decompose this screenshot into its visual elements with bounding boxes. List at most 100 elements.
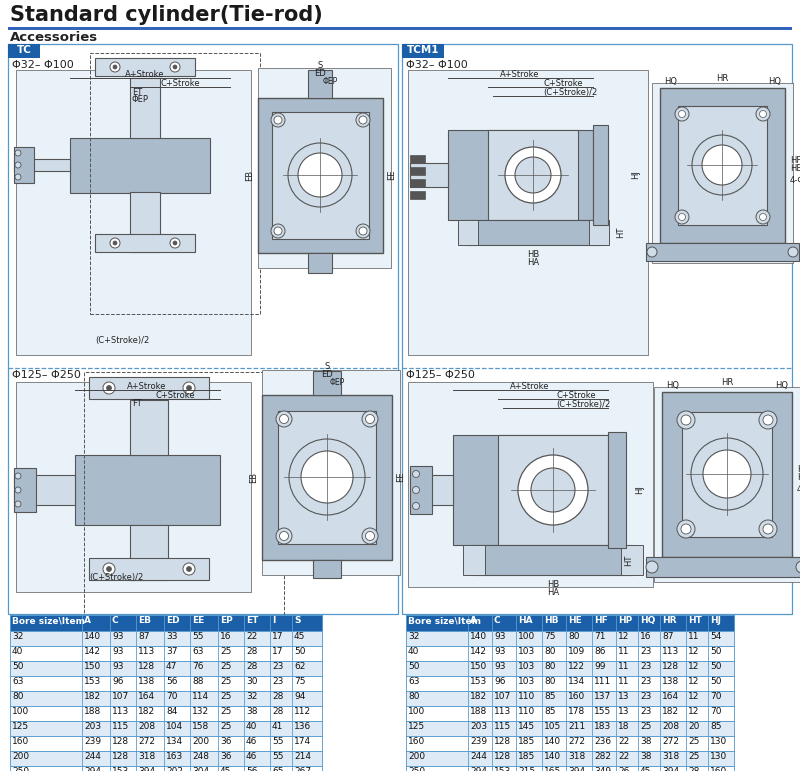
Text: 394: 394: [662, 767, 679, 771]
Circle shape: [15, 473, 21, 479]
Circle shape: [366, 415, 374, 423]
Bar: [406, 676, 734, 691]
Text: 40: 40: [408, 647, 419, 656]
Text: 45: 45: [294, 632, 306, 641]
Text: 50: 50: [710, 677, 722, 686]
Bar: [16, 70, 251, 355]
Text: HF: HF: [790, 156, 800, 165]
Bar: [190, 676, 218, 691]
Bar: [660, 631, 686, 646]
Circle shape: [186, 567, 191, 571]
Text: 140: 140: [84, 632, 101, 641]
Text: 110: 110: [518, 692, 535, 701]
Text: 100: 100: [408, 707, 426, 716]
Circle shape: [186, 386, 191, 390]
Circle shape: [531, 468, 575, 512]
Bar: [130, 400, 168, 455]
Bar: [14, 147, 34, 183]
Circle shape: [366, 531, 374, 540]
Text: A+Stroke: A+Stroke: [126, 70, 165, 79]
Text: 203: 203: [470, 722, 487, 731]
Bar: [10, 751, 322, 766]
Bar: [164, 766, 190, 771]
Bar: [164, 721, 190, 736]
Text: 128: 128: [662, 662, 679, 671]
Bar: [82, 631, 110, 646]
Circle shape: [763, 415, 773, 425]
Text: 138: 138: [138, 677, 155, 686]
Circle shape: [759, 520, 777, 538]
Bar: [410, 167, 425, 175]
Bar: [686, 721, 708, 736]
Circle shape: [359, 116, 367, 124]
Bar: [468, 721, 492, 736]
Bar: [190, 661, 218, 676]
Text: HJ: HJ: [631, 170, 641, 180]
Text: HT: HT: [624, 554, 633, 566]
Circle shape: [362, 528, 378, 544]
Bar: [136, 631, 164, 646]
Text: 165: 165: [544, 767, 562, 771]
Circle shape: [173, 241, 177, 245]
Bar: [492, 676, 516, 691]
Bar: [516, 766, 542, 771]
Text: EE: EE: [396, 472, 405, 482]
Circle shape: [675, 210, 689, 224]
Text: 200: 200: [12, 752, 29, 761]
Bar: [82, 646, 110, 661]
Bar: [164, 615, 190, 631]
Circle shape: [15, 487, 21, 493]
Text: 12: 12: [618, 632, 630, 641]
Text: 70: 70: [166, 692, 178, 701]
Text: 150: 150: [84, 662, 102, 671]
Bar: [82, 721, 110, 736]
Bar: [448, 130, 593, 220]
Text: 304: 304: [192, 767, 209, 771]
Text: 128: 128: [112, 737, 129, 746]
Bar: [608, 432, 626, 548]
Text: HT: HT: [616, 227, 625, 237]
Bar: [410, 475, 453, 505]
Text: 28: 28: [272, 692, 283, 701]
Bar: [660, 751, 686, 766]
Text: 85: 85: [544, 692, 555, 701]
Text: 104: 104: [166, 722, 183, 731]
Bar: [136, 751, 164, 766]
Bar: [468, 691, 492, 706]
Bar: [592, 615, 616, 631]
Bar: [313, 560, 341, 578]
Text: 55: 55: [272, 737, 283, 746]
Bar: [686, 646, 708, 661]
Bar: [542, 631, 566, 646]
Bar: [10, 721, 322, 736]
Text: 153: 153: [494, 767, 511, 771]
Bar: [616, 751, 638, 766]
Circle shape: [113, 65, 117, 69]
Text: HE: HE: [790, 164, 800, 173]
Text: 140: 140: [544, 752, 561, 761]
Bar: [130, 192, 160, 252]
Circle shape: [681, 415, 691, 425]
Bar: [660, 721, 686, 736]
Text: 208: 208: [662, 722, 679, 731]
Text: 202: 202: [166, 767, 183, 771]
Bar: [646, 243, 799, 261]
Bar: [244, 721, 270, 736]
Bar: [292, 721, 322, 736]
Bar: [10, 691, 82, 706]
Bar: [130, 525, 168, 580]
Bar: [190, 631, 218, 646]
Text: 100: 100: [518, 632, 535, 641]
Bar: [82, 766, 110, 771]
Circle shape: [756, 107, 770, 121]
Bar: [190, 736, 218, 751]
Bar: [592, 631, 616, 646]
Bar: [542, 721, 566, 736]
Text: HA: HA: [547, 588, 559, 597]
Bar: [89, 377, 209, 399]
Text: EB: EB: [249, 471, 258, 483]
Bar: [406, 631, 734, 646]
Text: 4-ΦHP: 4-ΦHP: [790, 176, 800, 185]
Text: EB: EB: [138, 616, 151, 625]
Text: 248: 248: [192, 752, 209, 761]
